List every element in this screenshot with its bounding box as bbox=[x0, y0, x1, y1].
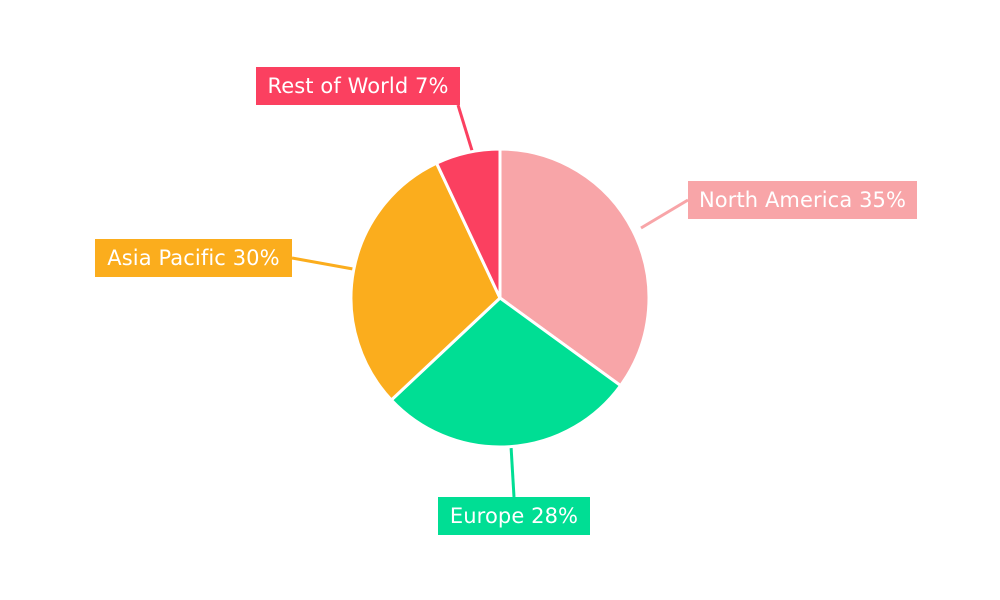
pie-slice-rest-of-world[interactable] bbox=[435, 147, 502, 300]
pie-label-north-america[interactable]: North America 35% bbox=[688, 181, 917, 219]
pie-slice-north-america[interactable] bbox=[498, 147, 651, 388]
pie-slice-europe[interactable] bbox=[389, 296, 623, 449]
pie-slice-asia-pacific[interactable] bbox=[349, 161, 502, 402]
pie-wedge-group bbox=[349, 147, 651, 449]
leader-line-rest-of-world bbox=[456, 104, 476, 158]
leader-line-europe bbox=[509, 445, 516, 498]
pie-label-europe[interactable]: Europe 28% bbox=[438, 497, 590, 535]
leader-line-asia-pacific bbox=[291, 256, 354, 271]
pie-label-rest-of-world[interactable]: Rest of World 7% bbox=[256, 67, 460, 105]
pie-label-asia-pacific[interactable]: Asia Pacific 30% bbox=[95, 239, 292, 277]
leader-line-group bbox=[291, 104, 689, 498]
leader-line-north-america bbox=[640, 198, 689, 230]
